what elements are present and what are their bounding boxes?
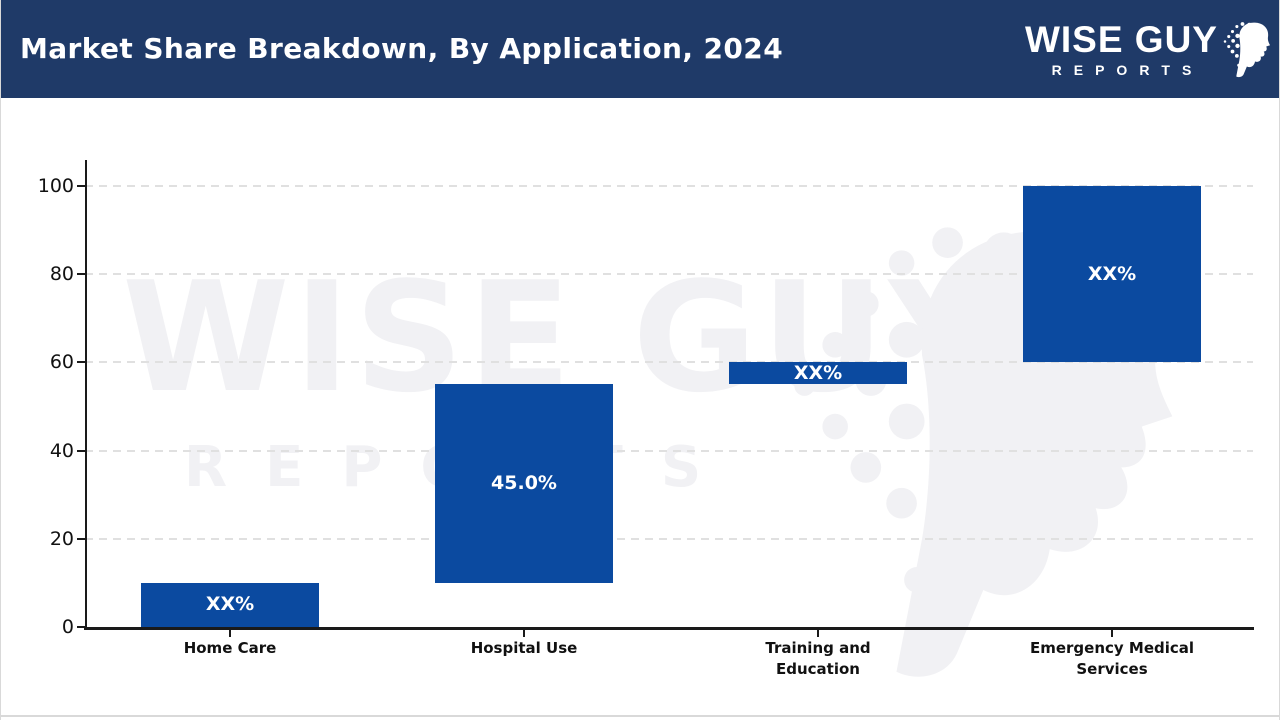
bar: XX% <box>141 582 319 627</box>
logo-wiseguy-text: WISE GUY <box>1024 18 1218 60</box>
x-tick-mark <box>817 630 819 637</box>
y-tick-mark <box>77 185 85 187</box>
category-label: Emergency Medical Services <box>1029 639 1195 678</box>
gridline <box>85 361 1253 364</box>
y-tick-label: 80 <box>49 263 74 286</box>
y-tick-mark <box>77 626 85 628</box>
logo-wordmark: WISE GUY REPORTS <box>1025 21 1218 78</box>
y-tick-label: 0 <box>61 616 74 638</box>
y-tick-mark <box>77 273 85 276</box>
wiseguy-face-icon <box>1220 10 1270 88</box>
gridline <box>85 449 1253 452</box>
category-label: Hospital Use <box>470 639 578 657</box>
y-tick-label: 100 <box>37 175 74 197</box>
gridline <box>85 537 1253 540</box>
page-border-bottom <box>0 715 1280 717</box>
logo-reports-text: REPORTS <box>1051 61 1204 78</box>
x-tick-mark <box>1111 630 1113 637</box>
y-tick-mark <box>77 537 85 540</box>
header-banner: Market Share Breakdown, By Application, … <box>0 0 1280 98</box>
y-tick-label: 40 <box>49 439 74 462</box>
y-axis-line <box>85 160 87 629</box>
x-axis-line <box>84 627 1254 630</box>
category-label: Training and Education <box>765 639 871 678</box>
gridline <box>85 273 1253 276</box>
bar-value-label: XX% <box>1087 262 1137 285</box>
bar: XX% <box>1023 186 1201 363</box>
bar-value-label: 45.0% <box>491 472 557 495</box>
bar-value-label: XX% <box>793 361 843 384</box>
y-tick-mark <box>77 361 85 364</box>
y-tick-label: 20 <box>49 527 74 550</box>
y-tick-label: 60 <box>49 351 74 374</box>
gridline <box>85 185 1253 187</box>
chart-title: Market Share Breakdown, By Application, … <box>20 31 784 65</box>
page-border-left <box>0 0 1 720</box>
bar: XX% <box>729 361 907 385</box>
x-tick-mark <box>229 630 231 637</box>
category-label: Home Care <box>183 639 277 657</box>
bar-value-label: XX% <box>205 593 255 616</box>
bar: 45.0% <box>435 384 613 583</box>
wiseguy-logo: WISE GUY REPORTS <box>1025 10 1270 88</box>
y-tick-mark <box>77 449 85 452</box>
x-tick-mark <box>523 630 525 637</box>
